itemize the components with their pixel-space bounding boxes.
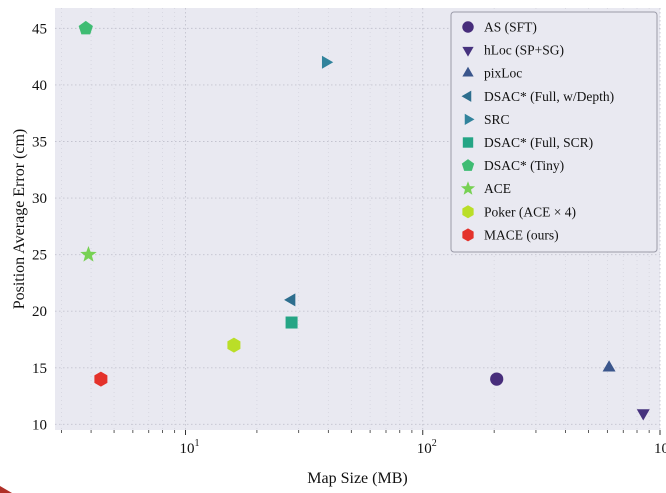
y-tick-label: 15 bbox=[32, 361, 47, 377]
x-axis-label: Map Size (MB) bbox=[307, 470, 408, 487]
data-point bbox=[321, 55, 334, 69]
data-point bbox=[94, 371, 108, 387]
legend-marker bbox=[462, 205, 474, 219]
legend-label: SRC bbox=[484, 112, 510, 127]
data-point bbox=[490, 372, 504, 386]
legend-marker bbox=[460, 181, 476, 195]
legend-label: ACE bbox=[484, 181, 511, 196]
y-tick-label: 25 bbox=[32, 248, 47, 264]
data-point bbox=[80, 246, 97, 262]
legend-label: pixLoc bbox=[484, 66, 522, 81]
legend-marker bbox=[464, 113, 475, 126]
legend-marker bbox=[462, 228, 474, 242]
data-point bbox=[284, 293, 296, 307]
legend-marker bbox=[462, 137, 474, 148]
x-tick-label: 103 bbox=[654, 438, 666, 457]
data-point bbox=[227, 337, 241, 353]
legend-label: DSAC* (Tiny) bbox=[484, 158, 564, 173]
data-point bbox=[636, 409, 650, 421]
corner-artifact-icon bbox=[0, 486, 12, 493]
data-point bbox=[285, 316, 298, 329]
y-tick-label: 20 bbox=[32, 304, 47, 320]
legend-label: Poker (ACE × 4) bbox=[484, 204, 576, 219]
data-point bbox=[78, 20, 93, 35]
y-tick-label: 40 bbox=[32, 78, 47, 94]
legend-label: AS (SFT) bbox=[484, 20, 537, 35]
legend-label: hLoc (SP+SG) bbox=[484, 43, 564, 58]
y-axis-label: Position Average Error (cm) bbox=[11, 128, 28, 310]
data-point bbox=[602, 360, 616, 372]
legend-label: MACE (ours) bbox=[484, 227, 559, 242]
legend-label: DSAC* (Full, w/Depth) bbox=[484, 89, 614, 104]
legend-label: DSAC* (Full, SCR) bbox=[484, 135, 593, 150]
y-tick-label: 35 bbox=[32, 135, 47, 151]
y-tick-label: 30 bbox=[32, 191, 47, 207]
legend-marker bbox=[462, 46, 474, 57]
y-tick-label: 10 bbox=[32, 417, 47, 433]
x-tick-label: 102 bbox=[417, 438, 437, 457]
x-tick-label: 101 bbox=[179, 438, 199, 457]
legend-marker bbox=[462, 66, 474, 77]
y-tick-label: 45 bbox=[32, 21, 47, 37]
legend-marker bbox=[462, 21, 474, 33]
legend-marker bbox=[461, 159, 475, 171]
legend-marker bbox=[461, 90, 472, 102]
legend-box bbox=[450, 11, 658, 253]
